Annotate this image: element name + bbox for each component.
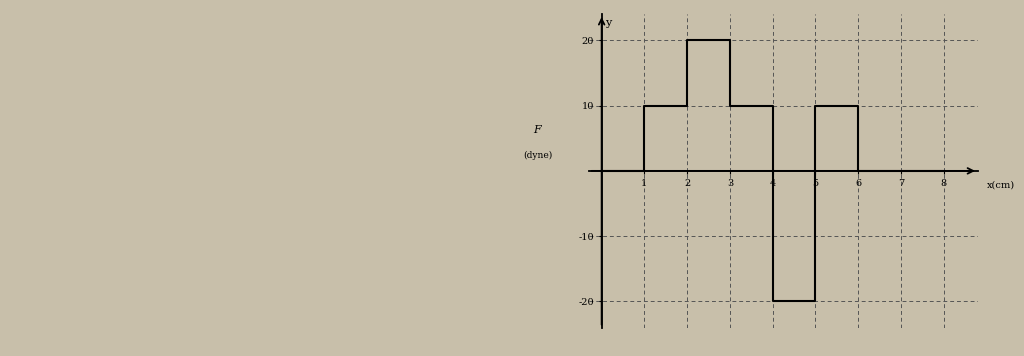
Text: F: F <box>534 125 542 135</box>
Text: (dyne): (dyne) <box>523 151 552 161</box>
Text: x(cm): x(cm) <box>986 181 1015 190</box>
Text: y: y <box>605 17 611 27</box>
